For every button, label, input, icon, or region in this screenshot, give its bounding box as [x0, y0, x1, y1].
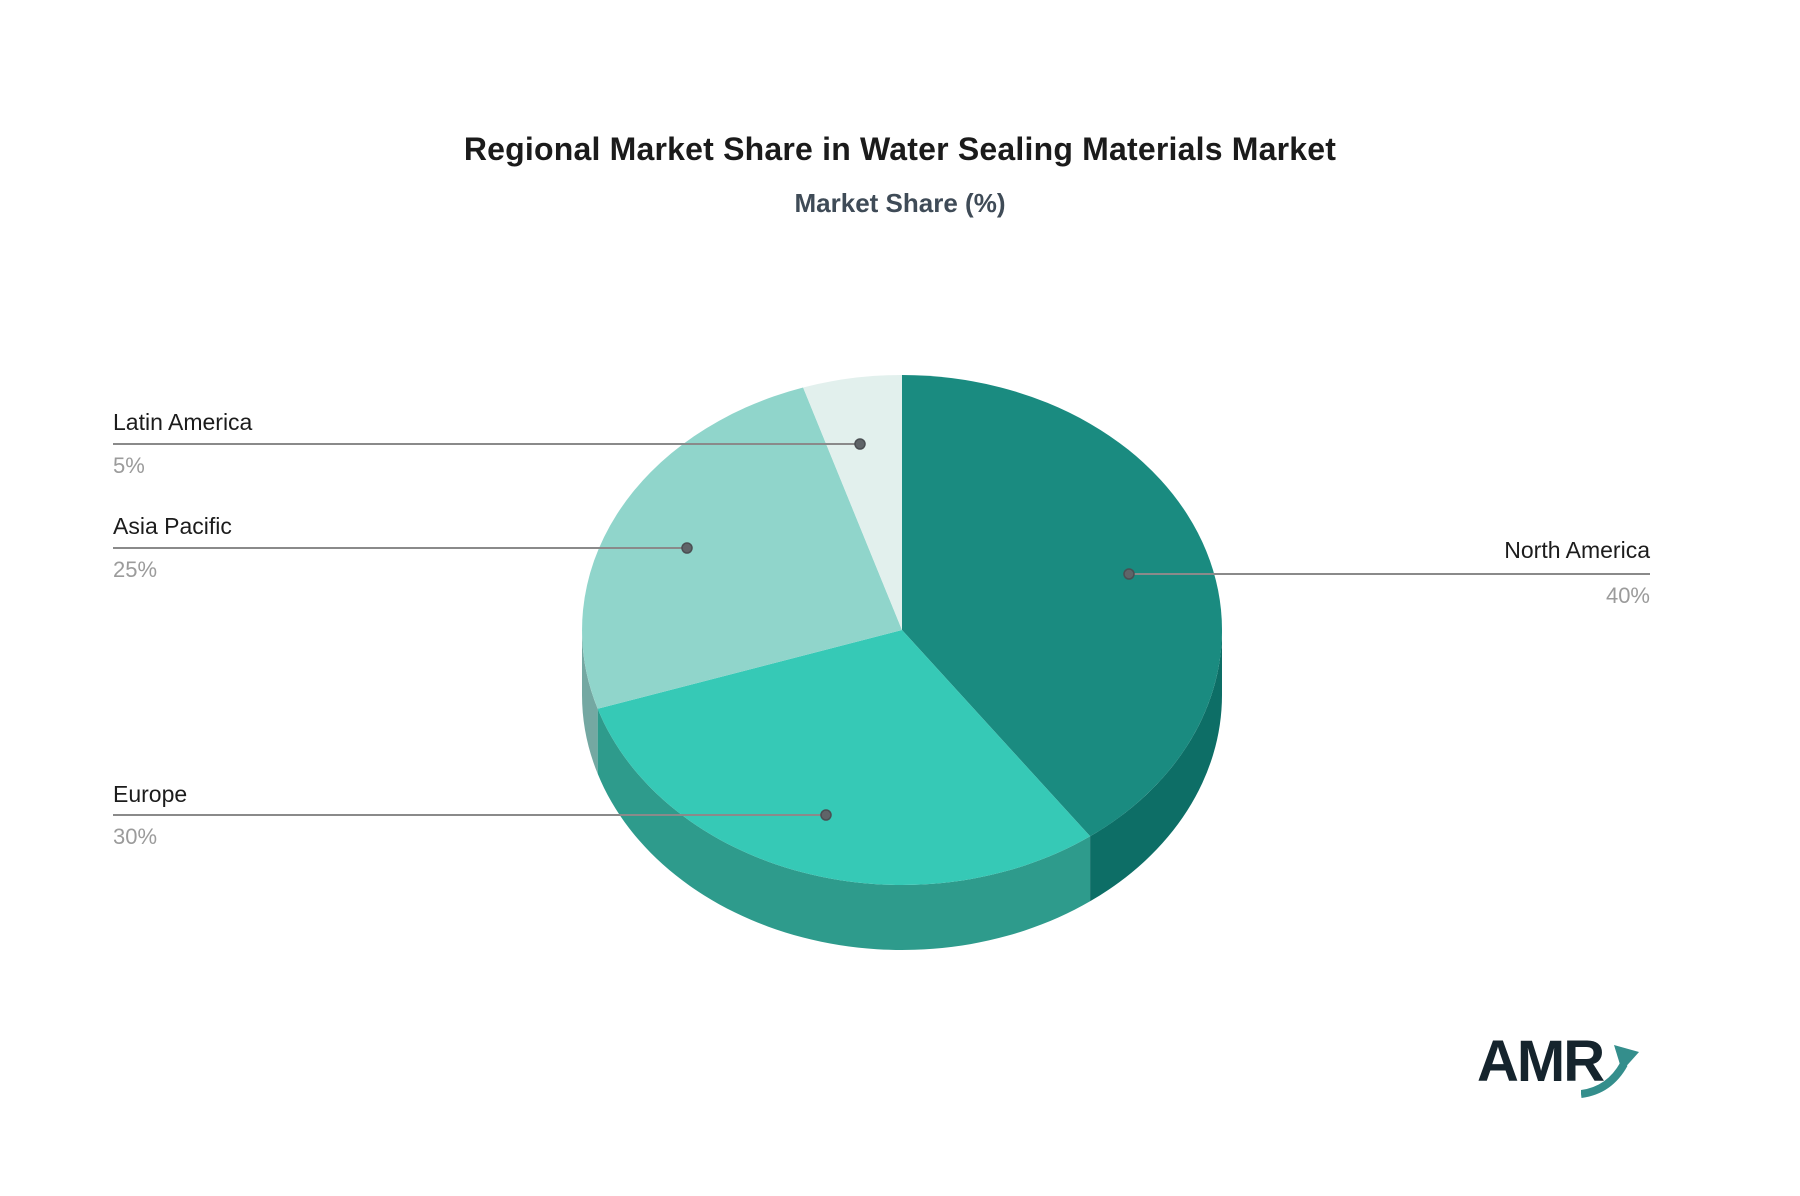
label-latin-america: Latin America [113, 409, 253, 435]
pie-slice-north-america-side [1090, 630, 1222, 902]
pie-slice-asia-pacific[interactable] [582, 387, 902, 709]
label-europe: Europe [113, 781, 188, 807]
amr-logo-text: AMR [1477, 1029, 1605, 1094]
leader-dot-north-america [1123, 568, 1135, 580]
leader-dot-asia-pacific [681, 542, 693, 554]
leader-dot-europe [820, 809, 832, 821]
label-asia-pacific: Asia Pacific [113, 513, 232, 539]
pct-north-america: 40% [1605, 583, 1650, 608]
pie-slice-asia-pacific-side [582, 630, 598, 774]
chart-title: Regional Market Share in Water Sealing M… [463, 131, 1337, 167]
leader-dot-latin-america [854, 438, 866, 450]
pie-slice-latin-america[interactable] [803, 375, 902, 630]
chart-subtitle: Market Share (%) [794, 188, 1006, 218]
label-north-america: North America [1504, 537, 1650, 563]
amr-logo-arrow-icon [1581, 1045, 1639, 1098]
pct-latin-america: 5% [113, 453, 145, 478]
pct-europe: 30% [113, 824, 158, 849]
pie-slice-europe-side [597, 708, 1091, 950]
amr-logo: AMR [1477, 1028, 1657, 1118]
pie-slice-north-america[interactable] [902, 375, 1223, 837]
pie-slice-europe[interactable] [597, 630, 1091, 885]
pct-asia-pacific: 25% [113, 557, 158, 582]
